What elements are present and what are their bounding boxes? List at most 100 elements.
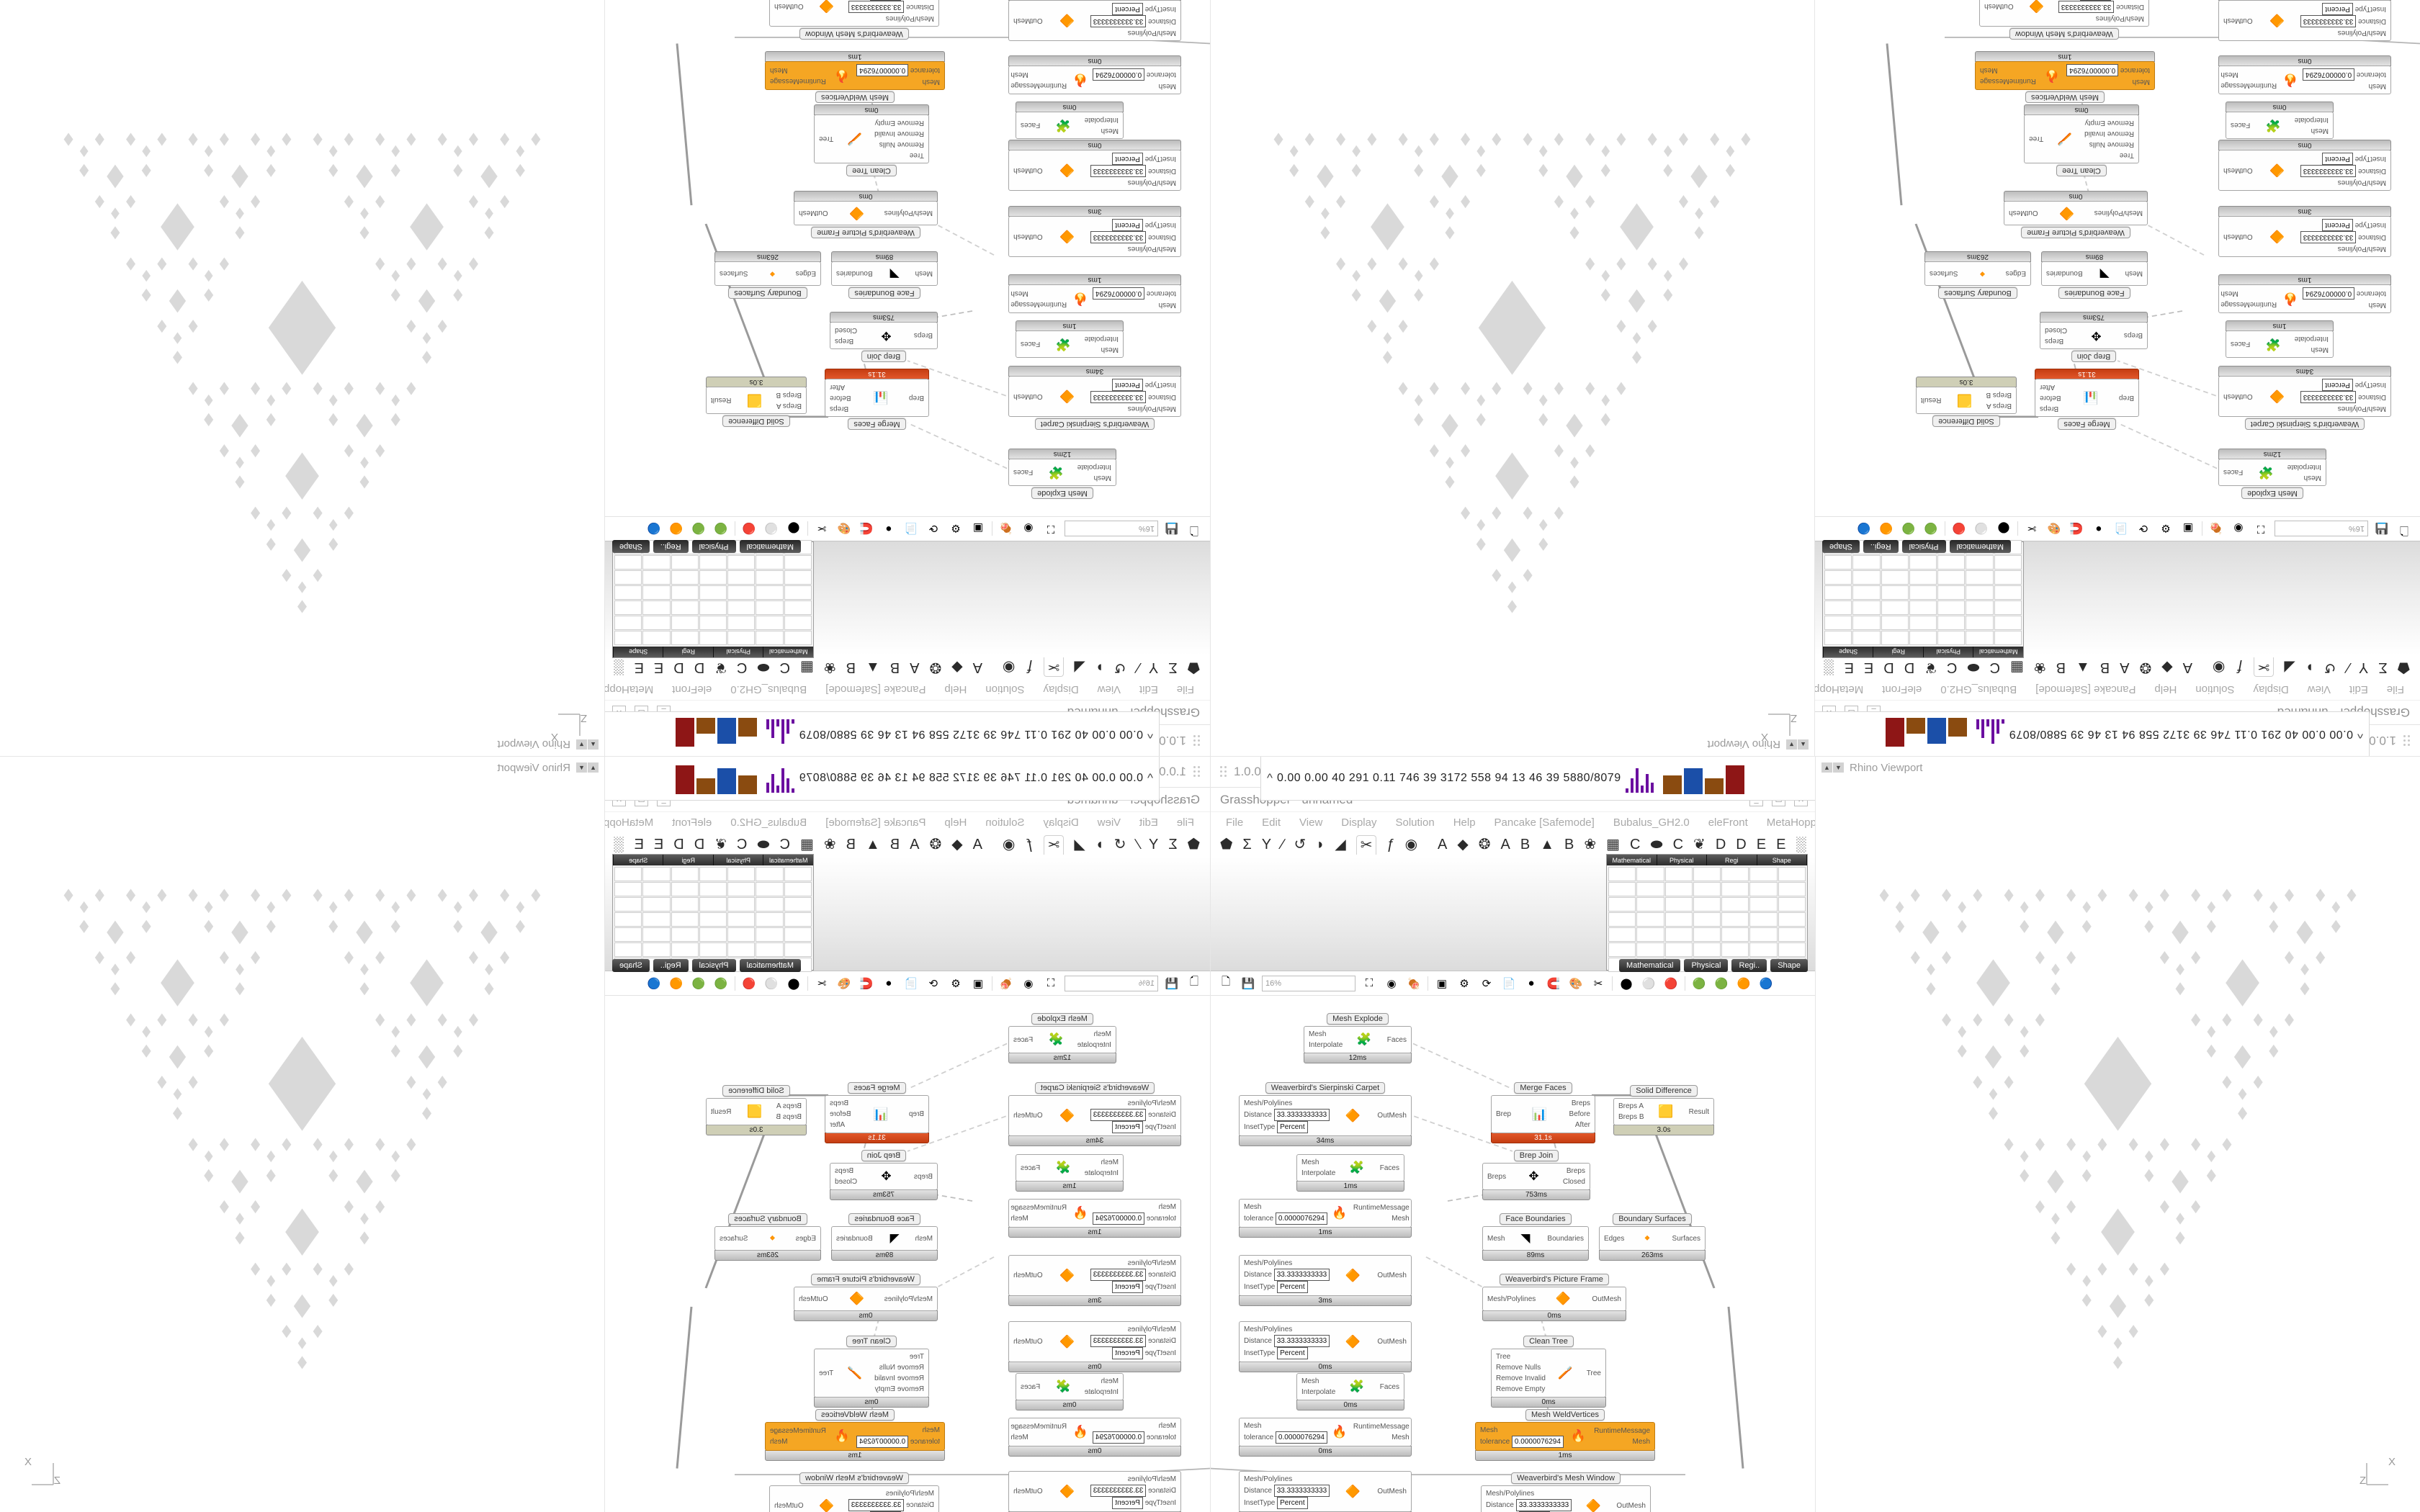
gh-component-icon-small[interactable]: B	[846, 660, 856, 675]
palette-component-icon[interactable]	[1909, 616, 1937, 630]
gh-output-pins[interactable]: Faces	[2231, 339, 2259, 350]
gh-menu-item[interactable]: eleFront	[672, 816, 712, 829]
gh-output-pins[interactable]: Boundaries	[836, 1233, 881, 1244]
component-palette[interactable]: Mathematical Physical Regi Shape	[612, 854, 814, 972]
grasshopper-canvas[interactable]: Mesh Explode Mesh Interpolate 🧩 Faces 12ms Wea…	[605, 0, 1210, 516]
gh-input-pins[interactable]: Breps A Breps B	[1976, 390, 2012, 411]
gh-input-pin[interactable]: Interpolate	[1084, 1388, 1119, 1396]
gh-input-pin[interactable]: Mesh/Polylines	[2337, 245, 2386, 253]
gh-output-pin[interactable]: Breps	[1571, 1099, 1590, 1107]
save-icon[interactable]: 💾	[2375, 522, 2389, 535]
palette-component-icon[interactable]	[727, 942, 756, 957]
gh-output-pin[interactable]: Mesh	[1980, 66, 1998, 74]
zoom-level-field[interactable]: 16%	[1065, 521, 1158, 537]
gh-output-pin[interactable]: Faces	[1386, 1035, 1407, 1044]
recompute-icon[interactable]: ⚙	[951, 522, 961, 535]
gh-output-pin[interactable]: OutMesh	[1377, 1272, 1407, 1279]
gh-component-caption[interactable]: Brep Join	[1513, 1150, 1559, 1161]
palette-component-icon[interactable]	[1636, 882, 1664, 896]
palette-component-icon[interactable]	[1608, 927, 1636, 942]
gh-output-pins[interactable]: Result	[1921, 395, 1950, 406]
gh-component[interactable]: Weaverbird's Sierpinski Carpet Mesh/Polyl…	[1008, 366, 1181, 431]
palette-component-icon[interactable]	[1778, 927, 1806, 942]
gh-component[interactable]: Face Boundaries Mesh ◥ Boundaries 89ms	[1482, 1212, 1589, 1261]
palette-component-icon[interactable]	[727, 585, 756, 600]
gh-output-pins[interactable]: Breps Closed	[1547, 1166, 1585, 1187]
palette-component-icon[interactable]	[1966, 631, 1994, 645]
gh-output-pin[interactable]: RuntimeMessage	[770, 1427, 826, 1435]
gh-input-pins[interactable]: Breps	[2109, 330, 2143, 341]
gh-component-icon-small[interactable]: A	[2120, 660, 2130, 675]
gh-output-pins[interactable]: OutMesh	[1607, 1500, 1646, 1511]
sphere-icon[interactable]: ●	[1528, 977, 1535, 989]
gh-component[interactable]: Mesh/Polylines Distance 33.3333333333 Inse…	[1239, 1255, 1412, 1306]
gh-param-value[interactable]: 33.3333333333	[1090, 1485, 1147, 1497]
palette-component-icon[interactable]	[614, 555, 642, 570]
document-icon[interactable]: 📄	[1502, 977, 1516, 990]
palette-component-icon[interactable]	[1721, 927, 1749, 942]
gh-menu-item[interactable]: Display	[1043, 683, 1079, 696]
gh-input-pin[interactable]: Mesh/Polylines	[1244, 1326, 1293, 1333]
bake-icon[interactable]: 🍖	[999, 977, 1013, 990]
gh-component-body[interactable]: Mesh tolerance 0.0000076294 🔥 RuntimeMessag…	[1008, 66, 1181, 94]
grasshopper-canvas-toolbar[interactable]: 🗋 💾 16% ⛶ ◉ 🍖 ▣ ⚙ ⟳ 📄 ● 🧲 🎨 ✂ ⬤ ⚪ 🔴	[605, 516, 1210, 541]
gh-component[interactable]: Mesh tolerance 0.0000076294 🔥 RuntimeMessag…	[1239, 1418, 1412, 1457]
gh-component-caption[interactable]: Clean Tree	[846, 1336, 897, 1347]
gh-input-pin[interactable]: Edges	[1604, 1234, 1625, 1243]
gh-component[interactable]: Mesh tolerance 0.0000076294 🔥 RuntimeMessag…	[1008, 1418, 1181, 1457]
palette-component-icon[interactable]	[1909, 585, 1937, 600]
gh-input-pins[interactable]: Mesh	[907, 1233, 933, 1244]
gh-output-pins[interactable]: Faces	[1378, 1035, 1407, 1045]
palette-component-icon[interactable]	[614, 867, 642, 881]
gh-component[interactable]: Mesh Interpolate 🧩 Faces 1ms	[1296, 1154, 1404, 1192]
gh-param-value[interactable]: 0.0000076294	[1511, 1436, 1564, 1448]
gh-component-caption[interactable]: Weaverbird's Picture Frame	[1500, 1274, 1609, 1285]
gh-input-pin[interactable]: Distance 33.3333333333	[2290, 165, 2386, 177]
gh-component-body[interactable]: Mesh Interpolate 🧩 Faces	[1016, 112, 1124, 139]
gh-output-pins[interactable]: OutMesh	[1013, 1110, 1054, 1121]
gh-input-pin[interactable]: Mesh	[1487, 1234, 1505, 1243]
recompute-icon[interactable]: ⚙	[1459, 977, 1469, 990]
palette-component-icon[interactable]	[1664, 927, 1693, 942]
gh-output-pin[interactable]: Surfaces	[720, 269, 748, 278]
gh-output-pins[interactable]: Faces	[1371, 1382, 1399, 1392]
palette-component-icon[interactable]	[1994, 585, 2022, 600]
gh-component-icon-small[interactable]: A	[2182, 660, 2192, 675]
gh-input-pin[interactable]: Remove Empty	[874, 119, 924, 127]
gh-output-pins[interactable]: Faces	[1021, 339, 1049, 350]
palette-component-icon[interactable]	[642, 631, 671, 645]
gh-input-pin[interactable]: Mesh	[915, 269, 933, 278]
viewport-tab-row[interactable]: ▲ ▼ Rhino Viewport	[498, 756, 604, 779]
gh-output-pin[interactable]: Boundaries	[1547, 1234, 1584, 1243]
gh-component-body[interactable]: Mesh tolerance 0.0000076294 🔥 RuntimeMessag…	[1475, 1422, 1655, 1451]
palette-tab[interactable]: Regi	[1873, 647, 1923, 657]
gh-input-pin[interactable]: Distance 33.3333333333	[2290, 231, 2386, 243]
paint-icon[interactable]: 🎨	[837, 977, 851, 990]
gh-param-value[interactable]: 0.0000076294	[856, 64, 909, 76]
palette-component-icon[interactable]	[1881, 570, 1909, 585]
gh-output-pins[interactable]: RuntimeMessage Mesh	[1010, 1202, 1067, 1224]
palette-component-icon[interactable]	[727, 555, 756, 570]
gh-input-pins[interactable]: Mesh Interpolate	[2278, 462, 2321, 483]
gh-input-pin[interactable]: Distance 33.3333333333	[839, 1499, 934, 1511]
tray-expand-icon[interactable]: ^	[2357, 727, 2363, 742]
gh-component-caption[interactable]: Weaverbird's Picture Frame	[2021, 227, 2130, 238]
gh-component-body[interactable]: Mesh tolerance 0.0000076294 🔥 RuntimeMessag…	[1975, 61, 2155, 90]
gh-input-pin[interactable]: Mesh	[2368, 82, 2386, 90]
shade-green-icon[interactable]: 🟢	[1714, 977, 1729, 990]
gh-component-icon-small[interactable]: ❦	[714, 660, 727, 675]
zoom-extents-icon[interactable]: ⛶	[1047, 523, 1055, 535]
tray-expand-icon[interactable]: ^	[1147, 770, 1153, 785]
gh-input-pin[interactable]: Tree	[909, 151, 924, 159]
gh-output-pin[interactable]: Breps	[2040, 405, 2059, 413]
gh-output-pin[interactable]: Tree	[819, 1369, 834, 1377]
gh-param-value[interactable]: 0.0000076294	[1275, 1431, 1327, 1444]
shade-blue-icon[interactable]: 🔵	[647, 977, 661, 990]
gh-component[interactable]: Boundary Surfaces Edges 🔸 Surfaces 263ms	[714, 251, 821, 300]
gh-component-icon-small[interactable]: B	[889, 837, 900, 852]
